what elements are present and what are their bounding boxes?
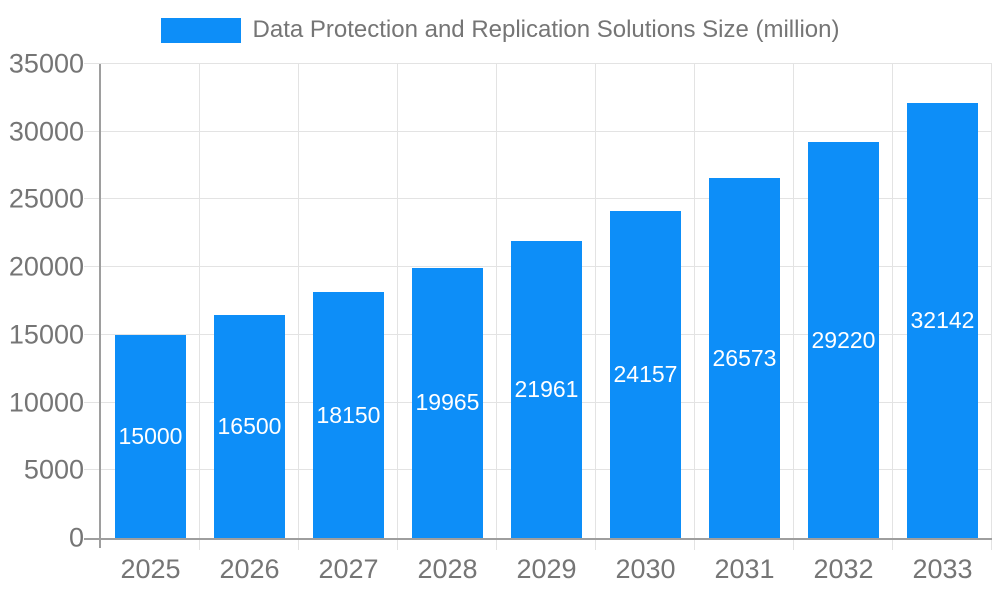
y-tick-label: 10000 [8,387,84,418]
x-gridline [991,64,992,550]
x-gridline [595,64,596,550]
bar[interactable]: 26573 [709,178,780,538]
bar[interactable]: 16500 [214,314,285,538]
bar-value-label: 16500 [217,412,282,439]
x-tick-label: 2031 [714,554,775,584]
x-gridline [397,64,398,550]
legend-swatch [160,17,241,43]
bar-value-label: 15000 [118,422,183,449]
bar[interactable]: 18150 [313,292,384,538]
x-tick-label: 2028 [417,554,478,584]
legend-label: Data Protection and Replication Solution… [252,16,840,43]
x-gridline [892,64,893,550]
y-tick-label: 20000 [8,251,84,282]
y-tick-label: 5000 [23,454,84,485]
bar-value-label: 21961 [514,375,579,402]
bar[interactable]: 24157 [610,210,681,538]
bar-value-label: 24157 [613,360,678,387]
y-gridline [84,130,992,132]
x-gridline [694,64,695,550]
bar-value-label: 29220 [811,326,876,353]
y-axis-line [99,64,101,548]
bar-value-label: 18150 [316,401,381,428]
y-tick-label: 35000 [8,48,84,79]
x-tick-label: 2032 [813,554,874,584]
x-gridline [793,64,794,550]
bar[interactable]: 21961 [511,240,582,538]
x-tick-label: 2033 [912,554,973,584]
bar[interactable]: 15000 [115,334,186,538]
plot-area: 15000 16500 18150 19965 21961 24157 26573 29220… [84,63,992,550]
x-tick-label: 2026 [219,554,280,584]
x-tick-label: 2027 [318,554,379,584]
x-gridline [298,64,299,550]
x-gridline [496,64,497,550]
y-tick-label: 0 [68,522,84,553]
chart-legend[interactable]: Data Protection and Replication Solution… [0,14,1000,46]
x-tick-label: 2030 [615,554,676,584]
x-axis-line [84,538,992,540]
bar-value-label: 26573 [712,344,777,371]
x-gridline [199,64,200,550]
y-gridline [84,63,992,64]
bar-value-label: 19965 [415,389,480,416]
x-tick-label: 2025 [120,554,181,584]
bar[interactable]: 19965 [412,267,483,538]
y-gridline [84,198,992,200]
y-tick-label: 25000 [8,183,84,214]
bar[interactable]: 29220 [808,142,879,538]
x-tick-label: 2029 [516,554,577,584]
bar[interactable]: 32142 [907,102,978,538]
y-tick-label: 15000 [8,319,84,350]
bar-value-label: 32142 [910,306,975,333]
y-tick-label: 30000 [8,116,84,147]
